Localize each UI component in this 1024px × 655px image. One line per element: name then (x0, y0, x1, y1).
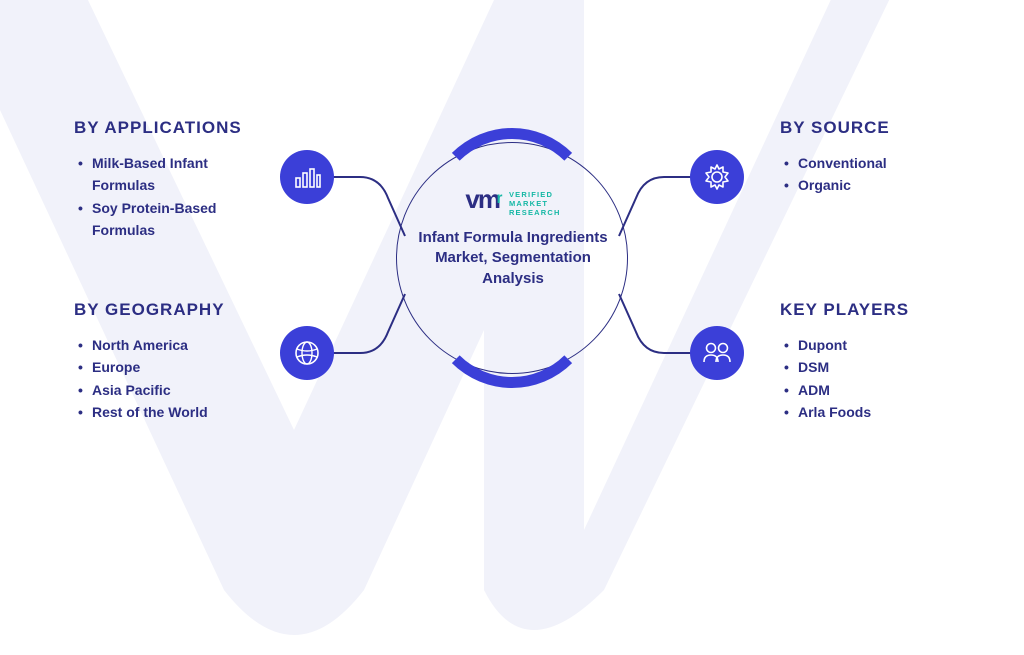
logo-line: RESEARCH (509, 208, 561, 217)
section-title: BY GEOGRAPHY (74, 300, 264, 320)
section-list: Dupont DSM ADM Arla Foods (780, 334, 970, 424)
logo-line: VERIFIED (509, 190, 553, 199)
list-item: Rest of the World (74, 401, 264, 423)
icon-geography (280, 326, 334, 380)
section-title: BY SOURCE (780, 118, 970, 138)
list-item: ADM (780, 379, 970, 401)
list-item: Arla Foods (780, 401, 970, 423)
section-players: KEY PLAYERS Dupont DSM ADM Arla Foods (780, 300, 970, 424)
icon-applications (280, 150, 334, 204)
logo-mark-accent: ʳ (497, 188, 501, 214)
list-item: Conventional (780, 152, 970, 174)
center-title: Infant Formula Ingredients Market, Segme… (418, 228, 608, 289)
section-list: North America Europe Asia Pacific Rest o… (74, 334, 264, 424)
section-source: BY SOURCE Conventional Organic (780, 118, 970, 197)
logo-text: VERIFIED MARKET RESEARCH (509, 190, 561, 217)
center-hub: vmʳ VERIFIED MARKET RESEARCH Infant Form… (362, 108, 662, 408)
icon-source (690, 150, 744, 204)
list-item: DSM (780, 356, 970, 378)
icon-players (690, 326, 744, 380)
list-item: Organic (780, 174, 970, 196)
brand-logo: vmʳ VERIFIED MARKET RESEARCH (448, 184, 578, 217)
logo-line: MARKET (509, 199, 548, 208)
section-list: Milk-Based Infant Formulas Soy Protein-B… (74, 152, 264, 242)
bar-chart-icon (293, 163, 321, 191)
section-applications: BY APPLICATIONS Milk-Based Infant Formul… (74, 118, 264, 242)
gear-icon (702, 162, 732, 192)
section-geography: BY GEOGRAPHY North America Europe Asia P… (74, 300, 264, 424)
globe-icon (292, 338, 322, 368)
list-item: Milk-Based Infant Formulas (74, 152, 264, 197)
section-title: KEY PLAYERS (780, 300, 970, 320)
people-icon (701, 338, 733, 368)
list-item: Dupont (780, 334, 970, 356)
list-item: Asia Pacific (74, 379, 264, 401)
section-title: BY APPLICATIONS (74, 118, 264, 138)
logo-mark: vm (465, 184, 499, 215)
center-title-wrap: Infant Formula Ingredients Market, Segme… (418, 228, 608, 289)
list-item: North America (74, 334, 264, 356)
list-item: Europe (74, 356, 264, 378)
list-item: Soy Protein-Based Formulas (74, 197, 264, 242)
section-list: Conventional Organic (780, 152, 970, 197)
